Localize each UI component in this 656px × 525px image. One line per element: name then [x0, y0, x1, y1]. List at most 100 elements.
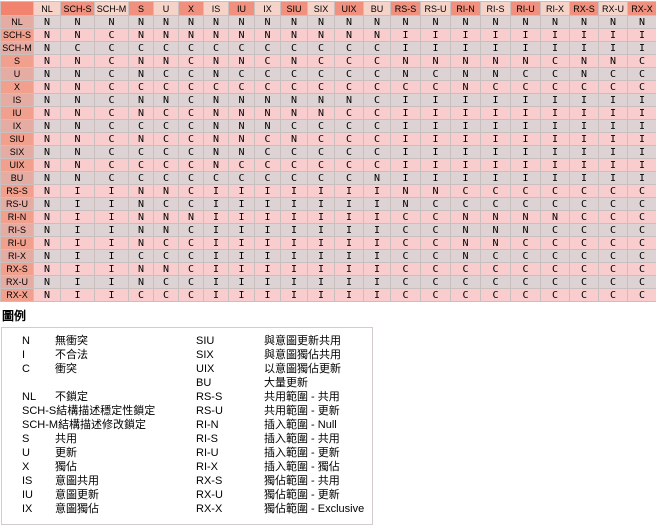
matrix-cell: N [421, 55, 451, 68]
matrix-cell: N [229, 55, 255, 68]
matrix-cell: I [541, 133, 570, 146]
matrix-cell: C [541, 224, 570, 237]
matrix-cell: I [570, 146, 599, 159]
matrix-cell: C [570, 289, 599, 302]
matrix-cell: I [481, 159, 511, 172]
matrix-cell: I [281, 276, 308, 289]
matrix-cell: C [599, 276, 628, 289]
matrix-cell: N [154, 263, 179, 276]
matrix-cell: C [61, 42, 95, 55]
matrix-cell: C [511, 81, 541, 94]
matrix-cell: N [204, 68, 229, 81]
legend-item-code: RX-X [196, 502, 264, 516]
matrix-cell: N [204, 107, 229, 120]
matrix-cell: I [229, 263, 255, 276]
matrix-cell: I [570, 159, 599, 172]
matrix-cell: C [421, 289, 451, 302]
legend-item-desc: 大量更新 [264, 376, 372, 390]
matrix-cell: C [179, 224, 204, 237]
matrix-cell: I [95, 198, 129, 211]
matrix-cell: C [179, 159, 204, 172]
matrix-cell: C [541, 263, 570, 276]
row-header: RS-U [1, 198, 34, 211]
row-header: RX-S [1, 263, 34, 276]
matrix-cell: N [179, 16, 204, 29]
matrix-cell: N [129, 29, 154, 42]
matrix-cell: I [364, 185, 391, 198]
matrix-cell: I [481, 29, 511, 42]
column-header: SIX [308, 2, 335, 16]
column-header: RI-S [481, 2, 511, 16]
matrix-cell: N [34, 146, 61, 159]
matrix-cell: C [570, 198, 599, 211]
matrix-cell: N [34, 224, 61, 237]
column-header: RX-U [599, 2, 628, 16]
matrix-cell: C [255, 172, 281, 185]
row-header: NL [1, 16, 34, 29]
matrix-cell: N [34, 185, 61, 198]
matrix-cell: C [179, 185, 204, 198]
matrix-cell: N [129, 94, 154, 107]
matrix-cell: C [421, 224, 451, 237]
matrix-cell: N [129, 68, 154, 81]
matrix-cell: I [628, 159, 656, 172]
matrix-cell: C [391, 211, 421, 224]
row-header: RI-S [1, 224, 34, 237]
matrix-cell: C [541, 81, 570, 94]
matrix-cell: I [95, 185, 129, 198]
matrix-cell: N [204, 94, 229, 107]
matrix-cell: C [628, 276, 656, 289]
matrix-cell: C [391, 250, 421, 263]
matrix-cell: N [61, 16, 95, 29]
row-header: SIX [1, 146, 34, 159]
row-header: SIU [1, 133, 34, 146]
matrix-cell: C [154, 159, 179, 172]
matrix-cell: I [481, 133, 511, 146]
matrix-cell: I [364, 289, 391, 302]
matrix-cell: C [335, 55, 364, 68]
matrix-cell: I [204, 263, 229, 276]
matrix-cell: C [421, 81, 451, 94]
matrix-cell: N [129, 237, 154, 250]
matrix-cell: N [154, 185, 179, 198]
matrix-cell: I [391, 146, 421, 159]
matrix-cell: N [34, 120, 61, 133]
legend-item-code: IS [22, 474, 55, 488]
matrix-cell: N [61, 81, 95, 94]
legend-item-desc: 共用範圍 - 共用 [264, 390, 372, 404]
matrix-cell: I [391, 133, 421, 146]
matrix-cell: N [204, 146, 229, 159]
matrix-cell: I [204, 185, 229, 198]
legend-item-desc: 插入範圍 - 更新 [264, 446, 372, 460]
matrix-cell: C [308, 133, 335, 146]
matrix-cell: I [95, 276, 129, 289]
matrix-cell: C [204, 172, 229, 185]
matrix-cell: C [364, 81, 391, 94]
matrix-cell: I [451, 94, 481, 107]
legend-item-desc: 不鎖定 [55, 390, 196, 404]
legend-item-code: SIU [196, 334, 264, 348]
matrix-cell: I [281, 289, 308, 302]
column-header: RX-S [570, 2, 599, 16]
matrix-cell: C [335, 159, 364, 172]
matrix-cell: I [95, 250, 129, 263]
matrix-cell: I [255, 250, 281, 263]
matrix-cell: I [335, 250, 364, 263]
matrix-cell: I [229, 276, 255, 289]
matrix-cell: C [95, 107, 129, 120]
column-header: S [129, 2, 154, 16]
matrix-cell: C [154, 198, 179, 211]
matrix-cell: C [308, 146, 335, 159]
matrix-cell: C [481, 198, 511, 211]
matrix-cell: I [451, 133, 481, 146]
matrix-cell: C [335, 42, 364, 55]
